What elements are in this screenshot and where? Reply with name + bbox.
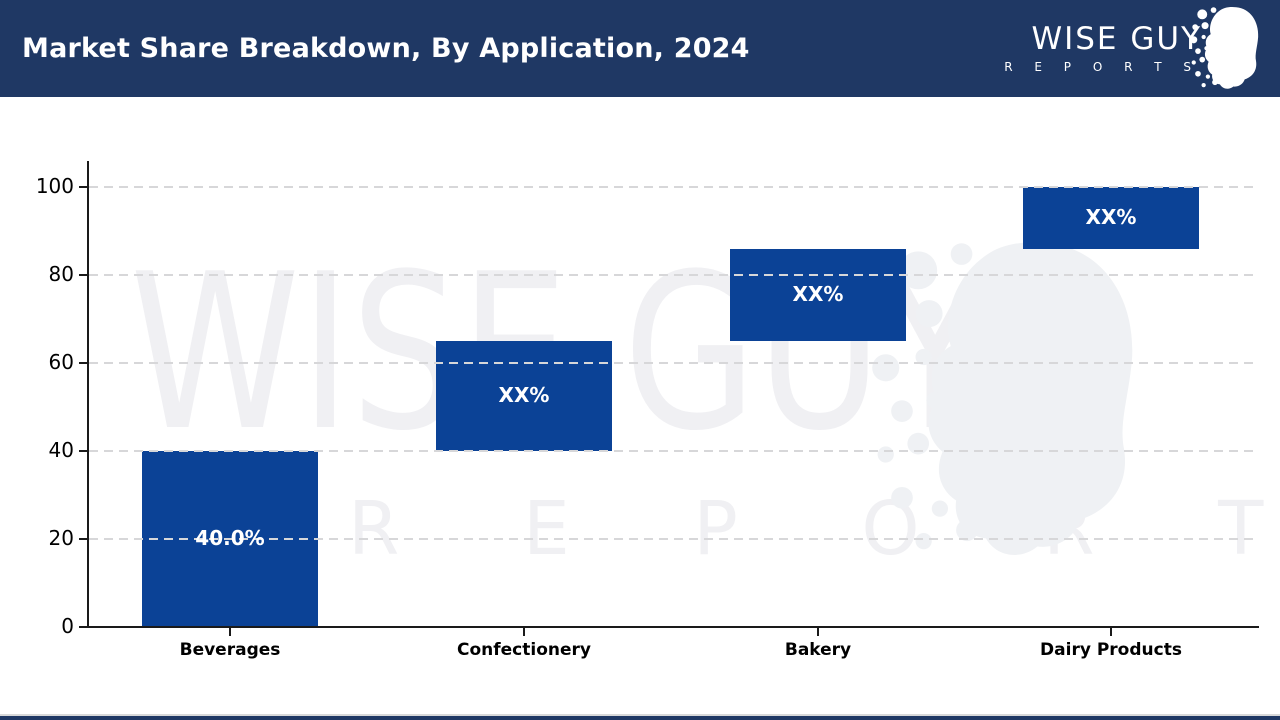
- y-tick-20: [79, 538, 88, 541]
- x-tick-confectionery: [523, 628, 526, 636]
- x-tick-bakery: [817, 628, 820, 636]
- x-tick-beverages: [229, 628, 232, 636]
- bar-label-bakery: XX%: [792, 281, 844, 306]
- x-axis-line: [87, 626, 1259, 629]
- bar-bakery: [730, 248, 906, 341]
- y-tick-40: [79, 450, 88, 453]
- wiseguy-logo-text: WISE GUY R E P O R T S: [1004, 21, 1202, 74]
- logo-subtitle: R E P O R T S: [1004, 60, 1200, 74]
- gridline-40: [89, 450, 1258, 452]
- wiseguy-logo: WISE GUY R E P O R T S: [1004, 3, 1266, 95]
- y-tick-label-80: 80: [48, 262, 74, 286]
- y-tick-0: [79, 626, 88, 629]
- wiseguy-face-icon: [1188, 3, 1266, 95]
- y-tick-100: [79, 186, 88, 189]
- y-tick-60: [79, 362, 88, 365]
- y-tick-label-0: 0: [61, 614, 74, 638]
- gridline-60: [89, 362, 1258, 364]
- gridline-20: [89, 538, 1258, 540]
- watermark-subtitle: R E P O R T S: [348, 486, 1280, 572]
- x-tick-label-confectionery: Confectionery: [457, 640, 591, 660]
- y-tick-80: [79, 274, 88, 277]
- y-tick-label-60: 60: [48, 350, 74, 374]
- bar-label-dairy-products: XX%: [1085, 204, 1137, 229]
- bar-confectionery: [436, 341, 612, 451]
- x-tick-label-bakery: Bakery: [784, 640, 852, 660]
- logo-wordmark: WISE GUY: [1031, 21, 1202, 57]
- footer-accent-bar: [0, 716, 1280, 720]
- y-axis-line: [87, 161, 90, 628]
- y-tick-label-20: 20: [48, 526, 74, 550]
- bar-label-confectionery: XX%: [498, 383, 550, 407]
- bar-label-beverages: 40.0%: [195, 526, 265, 550]
- chart-area: WISE GUY R E P O R T S 02040608010040.0%…: [0, 97, 1280, 717]
- gridline-100: [89, 186, 1258, 188]
- header-band: Market Share Breakdown, By Application, …: [0, 0, 1280, 97]
- y-tick-label-100: 100: [35, 174, 74, 198]
- bar-dairy-products: [1023, 187, 1199, 249]
- x-tick-dairy-products: [1110, 628, 1113, 636]
- y-tick-label-40: 40: [48, 438, 74, 462]
- page-title: Market Share Breakdown, By Application, …: [22, 33, 750, 64]
- watermark-face-icon: [862, 227, 1164, 579]
- x-tick-label-beverages: Beverages: [179, 640, 281, 660]
- gridline-80: [89, 274, 1258, 276]
- footer-hairline: [0, 714, 1280, 716]
- x-tick-label-dairy-products: Dairy Products: [1040, 640, 1182, 660]
